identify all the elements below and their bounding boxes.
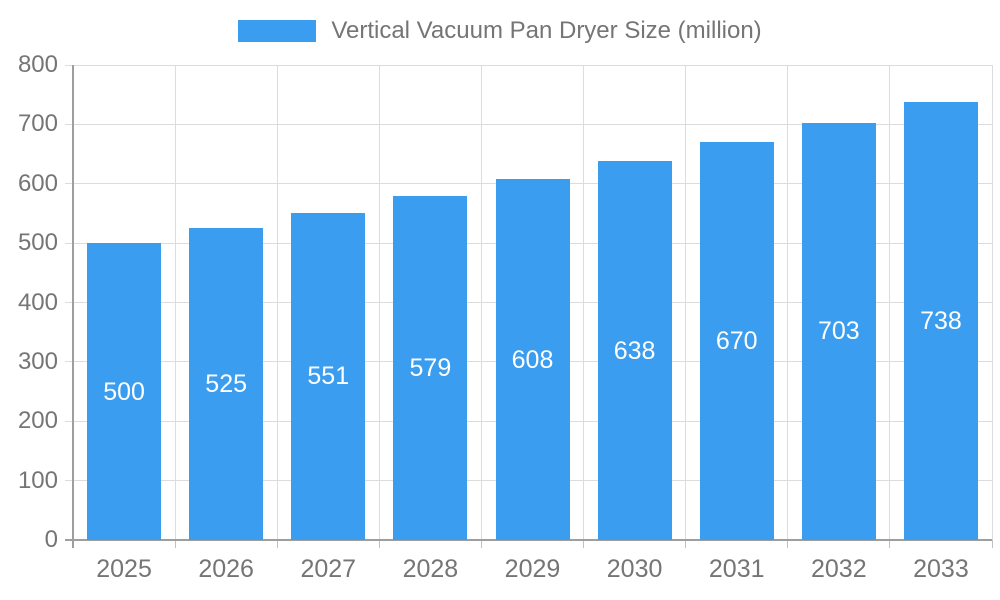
x-axis-tick-label: 2031 <box>708 555 765 583</box>
gridline-vertical <box>378 65 380 540</box>
x-axis-tick-label: 2033 <box>913 555 969 583</box>
legend-label: Vertical Vacuum Pan Dryer Size (million) <box>331 17 762 44</box>
bar-value-label: 638 <box>613 336 656 365</box>
x-axis-tick-label: 2026 <box>198 555 254 583</box>
gridline-vertical <box>583 65 585 540</box>
x-axis-tick-label: 2028 <box>402 555 459 583</box>
bar-2033[interactable] <box>903 101 978 540</box>
x-axis-tick-mark <box>174 540 176 548</box>
bar-value-label: 525 <box>205 370 248 399</box>
x-axis-tick-label: 2027 <box>300 555 357 583</box>
y-axis-tick-label: 800 <box>17 51 58 78</box>
bar-value-label: 579 <box>409 354 452 383</box>
gridline-vertical <box>787 65 789 540</box>
gridline-horizontal <box>65 64 992 66</box>
y-axis-tick-label: 100 <box>17 466 58 494</box>
y-axis-tick-label: 400 <box>17 288 58 316</box>
y-axis-line <box>72 65 74 548</box>
gridline-vertical <box>276 65 278 540</box>
x-axis-line <box>65 539 992 541</box>
y-axis-tick-label: 600 <box>17 169 58 197</box>
y-axis-tick-label: 200 <box>17 407 58 435</box>
bar-2025[interactable] <box>87 243 162 540</box>
gridline-vertical <box>174 65 176 540</box>
gridline-vertical <box>685 65 687 540</box>
y-axis-tick-label: 500 <box>17 229 58 257</box>
bar-value-label: 551 <box>307 362 350 391</box>
bar-2028[interactable] <box>393 196 468 540</box>
x-axis-tick-label: 2032 <box>811 555 867 583</box>
bar-value-label: 738 <box>920 306 962 335</box>
bar-value-label: 703 <box>817 317 860 346</box>
x-axis-tick-mark <box>583 540 585 548</box>
bar-value-label: 670 <box>715 327 758 356</box>
gridline-horizontal <box>65 123 992 125</box>
gridline-vertical <box>889 65 891 540</box>
bar-2027[interactable] <box>291 212 366 540</box>
bar-value-label: 500 <box>103 377 145 406</box>
y-axis-tick-label: 0 <box>44 526 58 553</box>
gridline-vertical <box>480 65 482 540</box>
x-axis-tick-label: 2029 <box>504 555 561 583</box>
bar-value-label: 608 <box>511 345 554 374</box>
x-axis-tick-label: 2030 <box>606 555 663 583</box>
x-axis-tick-mark <box>991 540 993 548</box>
bar-2031[interactable] <box>699 142 774 540</box>
x-axis-tick-mark <box>276 540 278 548</box>
bar-2032[interactable] <box>801 122 876 540</box>
bar-2029[interactable] <box>495 179 570 540</box>
x-axis-tick-mark <box>480 540 482 548</box>
bar-2030[interactable] <box>597 161 672 540</box>
gridline-vertical <box>991 65 993 540</box>
x-axis-tick-mark <box>787 540 789 548</box>
legend-swatch <box>238 20 317 42</box>
x-axis-tick-mark <box>889 540 891 548</box>
x-axis-tick-label: 2025 <box>96 555 152 583</box>
bar-2026[interactable] <box>189 228 264 540</box>
y-axis-tick-label: 700 <box>17 110 58 138</box>
legend[interactable]: Vertical Vacuum Pan Dryer Size (million) <box>0 13 1000 49</box>
x-axis-tick-mark <box>378 540 380 548</box>
y-axis-tick-label: 300 <box>17 347 58 375</box>
x-axis-tick-mark <box>685 540 687 548</box>
